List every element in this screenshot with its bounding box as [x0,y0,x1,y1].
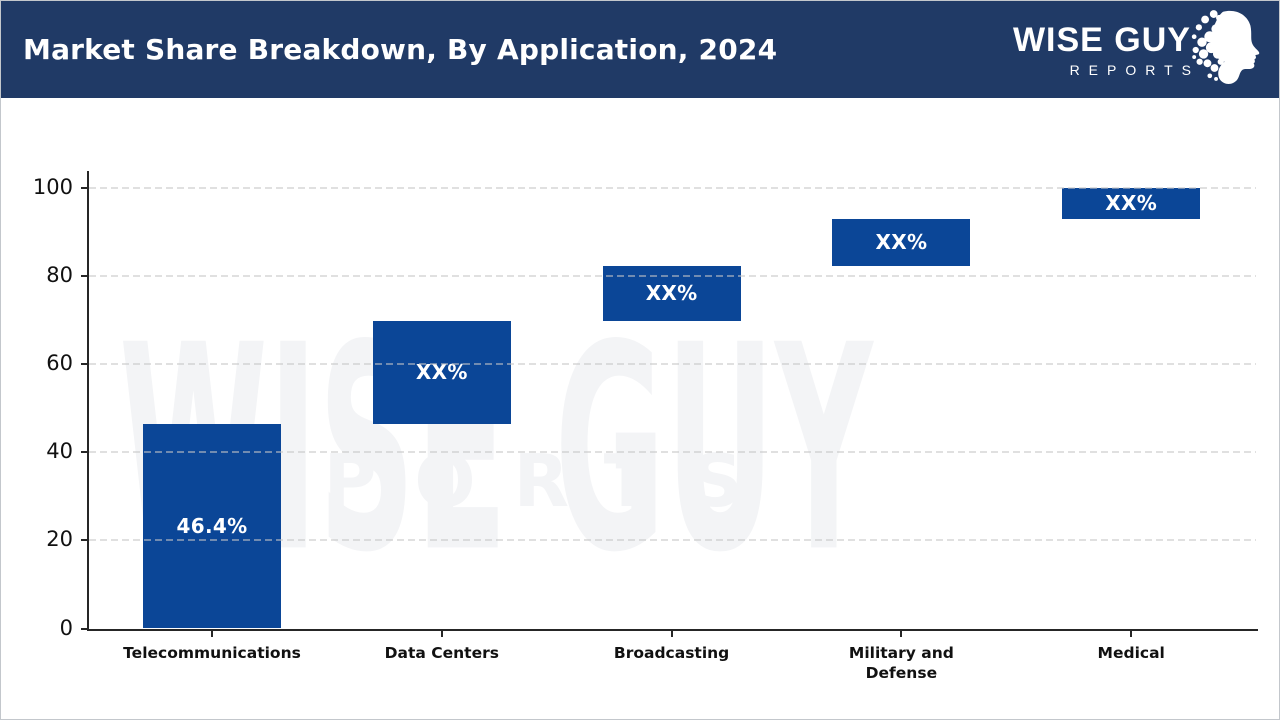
x-axis [87,628,1258,631]
ytick-label-0: 0 [59,615,73,640]
category-label-telecommunications: Telecommunications [123,643,301,662]
bar-data-centers: XX% [372,320,511,424]
gridline-100 [89,186,1256,189]
bar-telecommunications: 46.4% [143,423,281,629]
ytick-80 [81,274,89,277]
category-label-military-and: Military and Defense [848,643,954,683]
bar-military-and: XX% [832,219,971,266]
bar-medical: XX% [1062,187,1201,220]
xtick-0 [211,631,213,637]
ytick-label-80: 80 [46,262,73,287]
y-axis [87,171,89,631]
gridline-80 [89,274,1256,277]
xtick-4 [1130,631,1133,637]
ytick-label-40: 40 [46,439,73,464]
ytick-40 [81,451,89,454]
bar-value-label: XX% [1105,191,1158,216]
chart-area: WISE GUY REPORTS 46.4%XX%XX%XX%XX%020406… [1,98,1279,719]
gridline-60 [89,362,1256,365]
gridline-20 [89,539,1256,542]
logo-subtitle: REPORTS [1069,61,1200,78]
xtick-1 [440,631,443,637]
header: Market Share Breakdown, By Application, … [1,1,1279,98]
ytick-label-60: 60 [46,350,73,375]
ytick-20 [81,539,89,542]
ytick-label-20: 20 [46,527,73,552]
ytick-100 [81,186,89,189]
brand-logo: WISE GUY REPORTS [1013,7,1273,93]
bar-value-label: XX% [875,230,928,255]
xtick-3 [900,631,903,637]
bar-value-label: 46.4% [176,514,248,539]
brand-logo-text: WISE GUY REPORTS [1013,23,1191,77]
logo-head-icon [1181,7,1273,93]
category-label-medical: Medical [1097,643,1165,662]
ytick-60 [81,362,89,365]
waterfall-chart: 46.4% XX% XX% XX% XX% 0 20 40 60 80 100 Telecommuni… [1,98,1279,719]
category-label-broadcasting: Broadcasting [613,643,730,662]
category-label-data-centers: Data Centers [384,643,499,662]
gridline-40 [89,451,1256,454]
xtick-2 [670,631,673,637]
bar-value-label: XX% [645,281,698,306]
ytick-0 [81,627,89,630]
logo-wordmark: WISE GUY [1012,20,1191,59]
ytick-label-100: 100 [32,174,73,199]
page-title: Market Share Breakdown, By Application, … [23,33,778,66]
